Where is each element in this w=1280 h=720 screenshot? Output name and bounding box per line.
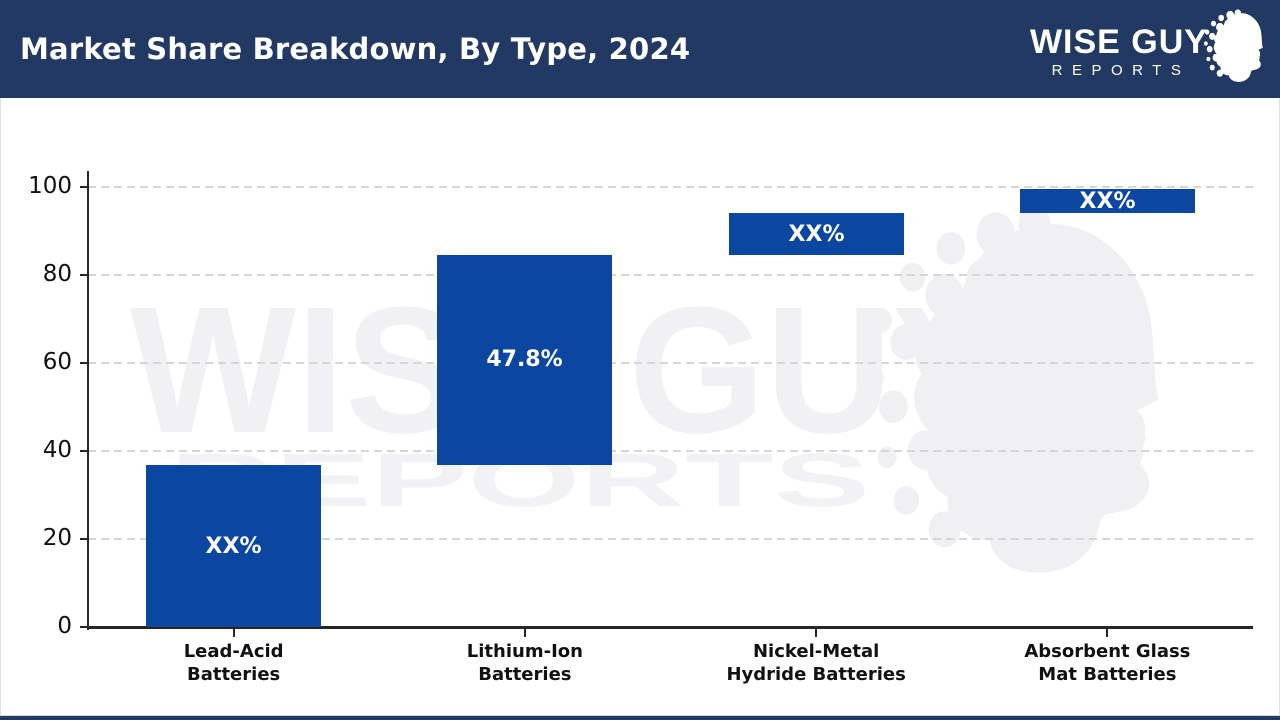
footer-accent-bar — [0, 716, 1280, 720]
gridline — [88, 450, 1253, 452]
brand-logo: WISE GUY REPORTS — [1030, 6, 1266, 86]
x-tick — [815, 629, 818, 637]
brand-face-icon — [1203, 9, 1263, 82]
y-tick — [80, 538, 88, 540]
bar-segment: XX% — [729, 213, 904, 255]
brand-logo-text: WISE GUY REPORTS — [1030, 24, 1208, 79]
x-tick — [523, 629, 526, 637]
y-tick-label: 20 — [42, 525, 72, 551]
gridline — [88, 274, 1253, 276]
y-tick — [80, 274, 88, 276]
frame-bottom-line — [0, 715, 1280, 716]
bar-segment: XX% — [1020, 188, 1195, 214]
x-tick — [232, 629, 235, 637]
page-title: Market Share Breakdown, By Type, 2024 — [20, 32, 691, 66]
frame-left-edge — [0, 98, 1, 715]
y-tick-label: 100 — [28, 173, 72, 199]
x-axis-line — [87, 626, 1253, 629]
x-category-label: Nickel-Metal Hydride Batteries — [726, 641, 906, 685]
y-tick-label: 40 — [42, 437, 72, 463]
bar-value-label: XX% — [205, 533, 262, 559]
y-tick — [80, 450, 88, 452]
bar-value-label: XX% — [788, 221, 845, 247]
y-tick-label: 80 — [42, 261, 72, 287]
plot-area: WISE GUY REPORTS 0 20 40 60 80 100 XX% Lead-Aci… — [0, 98, 1280, 715]
bar-value-label: 47.8% — [486, 347, 563, 373]
y-tick — [80, 186, 88, 188]
brand-subtitle: REPORTS — [1051, 61, 1191, 79]
brand-name: WISE GUY — [1029, 22, 1208, 61]
y-tick-label: 60 — [42, 349, 72, 375]
bar-segment: 47.8% — [437, 254, 612, 466]
y-tick — [80, 362, 88, 364]
gridline — [88, 186, 1253, 188]
bar-value-label: XX% — [1079, 188, 1136, 214]
header: Market Share Breakdown, By Type, 2024 WI… — [0, 0, 1280, 98]
x-category-label: Lead-Acid Batteries — [183, 641, 284, 685]
gridline — [88, 362, 1253, 364]
x-category-label: Absorbent Glass Mat Batteries — [1024, 641, 1191, 685]
y-tick — [80, 626, 88, 628]
watermark-face-icon — [864, 205, 1159, 573]
x-category-label: Lithium-Ion Batteries — [466, 641, 583, 685]
y-tick-label: 0 — [57, 613, 72, 639]
y-axis-line — [87, 171, 89, 630]
x-tick — [1106, 629, 1109, 637]
gridline — [88, 538, 1253, 540]
bar-segment: XX% — [146, 465, 321, 627]
